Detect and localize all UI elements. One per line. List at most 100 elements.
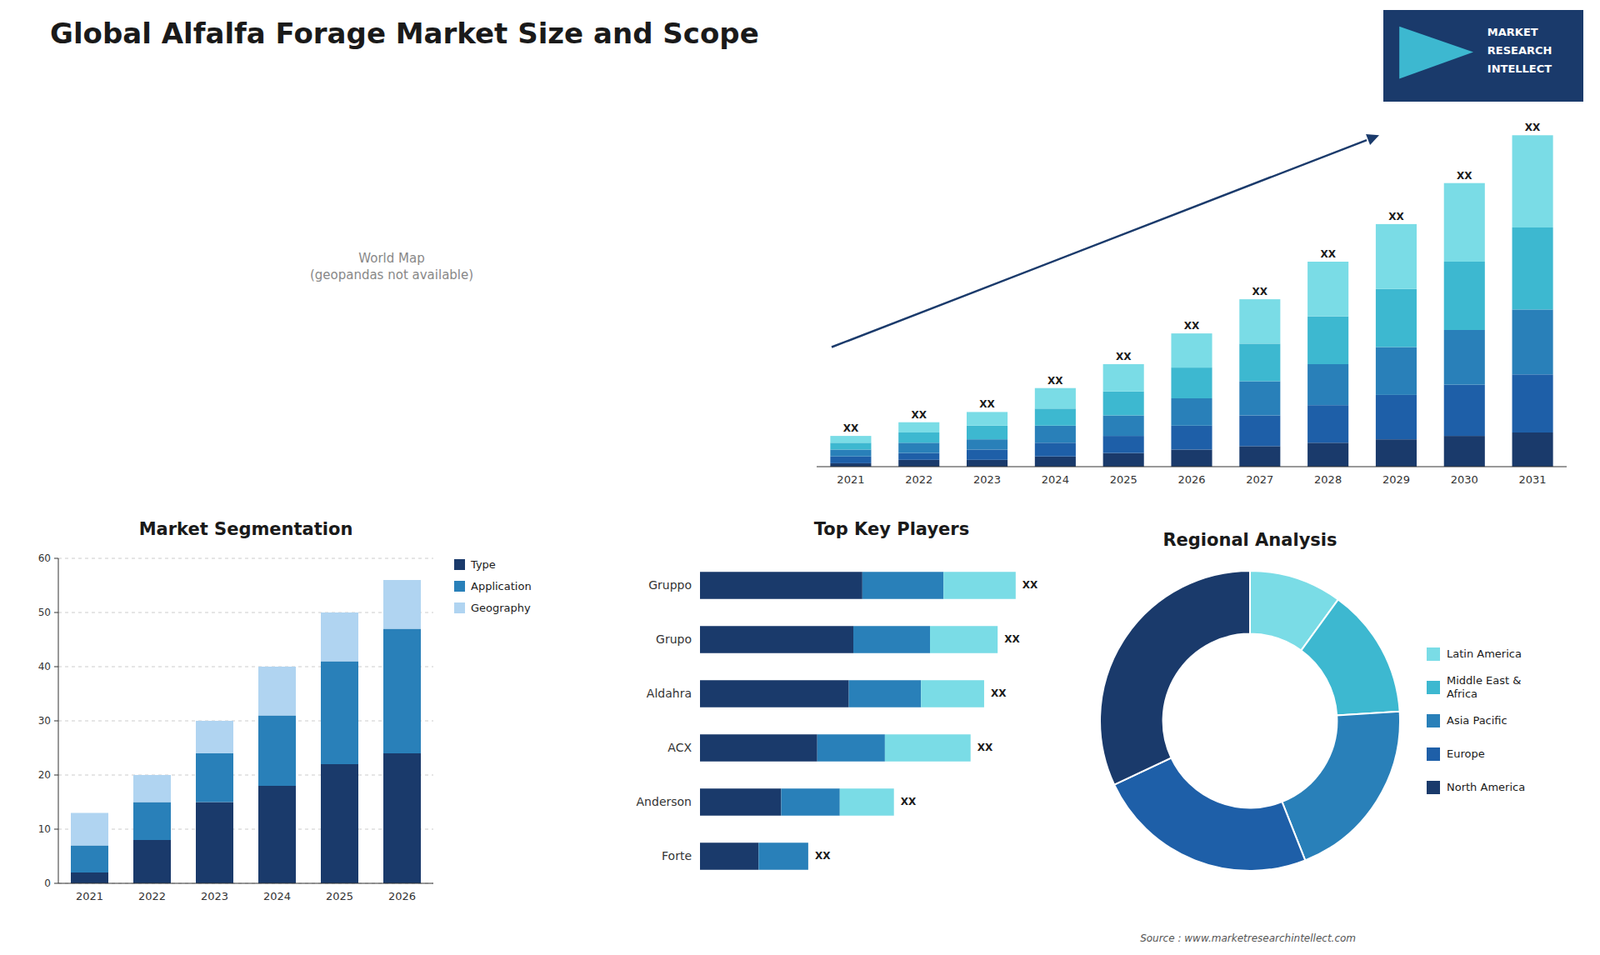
grid-line — [58, 558, 434, 560]
bar-segment — [1444, 261, 1485, 330]
legend-swatch — [1426, 647, 1440, 661]
bar-segment — [966, 425, 1008, 440]
x-axis — [816, 466, 1567, 468]
y-tick-label: Aldahra — [646, 686, 692, 700]
bar-segment — [920, 680, 985, 708]
legend-swatch — [1426, 714, 1440, 728]
x-tick-label: 2022 — [138, 890, 166, 903]
x-tick-label: 2030 — [1450, 473, 1479, 486]
y-tick-label: 10 — [38, 823, 51, 835]
background — [0, 0, 1600, 955]
total-label: XX — [900, 795, 917, 808]
bar-segment — [966, 439, 1008, 450]
text-line: North America — [1446, 780, 1525, 794]
y-tick — [54, 775, 59, 776]
bar-segment — [258, 666, 296, 716]
bar-segment — [1375, 439, 1417, 467]
bar-segment — [195, 720, 234, 754]
bar-segment — [1239, 415, 1280, 447]
bar-segment — [840, 788, 895, 816]
bar-segment — [898, 460, 940, 467]
text-line: Africa — [1446, 687, 1478, 700]
x-tick-label: 2021 — [836, 473, 865, 486]
y-tick-label: 20 — [38, 769, 51, 781]
bar-segment — [966, 411, 1008, 425]
bar-segment — [1239, 381, 1280, 416]
bar-segment — [700, 734, 818, 762]
plot-area — [70, 580, 421, 884]
bar-segment — [966, 450, 1008, 460]
total-label: XX — [1320, 248, 1336, 260]
legend-label: Type — [470, 558, 496, 571]
bar-segment — [1103, 435, 1145, 454]
chart-bar: 0102030405060202120222023202420252026Typ… — [38, 519, 532, 903]
map-placeholder: World Map(geopandas not available) — [310, 250, 474, 283]
y-tick — [54, 558, 59, 560]
x-tick-label: 2031 — [1519, 473, 1547, 486]
legend-swatch — [1426, 680, 1440, 695]
total-label: XX — [1525, 121, 1541, 134]
total-label: XX — [815, 850, 831, 862]
donut-slice — [1281, 711, 1400, 861]
bar-segment — [830, 450, 871, 457]
bar-segment — [898, 432, 940, 443]
bar-segment — [1035, 442, 1076, 456]
bar-segment — [1239, 299, 1280, 344]
legend-swatch — [1426, 780, 1440, 795]
bar-segment — [1512, 432, 1554, 467]
text-line: (geopandas not available) — [310, 267, 474, 283]
y-tick-label: 40 — [38, 660, 51, 673]
total-label: XX — [979, 398, 995, 410]
bar-segment — [1512, 374, 1554, 433]
logo-mark — [1399, 26, 1474, 80]
donut-slice — [1100, 570, 1250, 785]
bar-segment — [1307, 364, 1349, 405]
legend-swatch — [1426, 747, 1440, 761]
bar-segment — [1239, 445, 1280, 467]
bar-segment — [898, 453, 940, 460]
legend-label: Middle East &Africa — [1446, 674, 1521, 700]
text-line: World Map — [358, 250, 425, 266]
text-line: Asia Pacific — [1446, 714, 1508, 727]
total-label: XX — [1184, 320, 1200, 332]
bar-segment — [830, 435, 871, 443]
legend-label: Geography — [470, 601, 531, 615]
donut-slice — [1114, 757, 1305, 871]
trend-arrow — [831, 140, 1367, 347]
x-tick-label: 2023 — [200, 890, 229, 903]
chart-title: Top Key Players — [814, 519, 970, 540]
bar-segment — [258, 715, 296, 787]
chart-bar: 2021202220232024202520262027202820292030… — [816, 121, 1567, 486]
y-tick — [54, 612, 59, 614]
logo-box — [1383, 10, 1584, 102]
x-tick-label: 2022 — [905, 473, 933, 486]
bar-segment — [70, 845, 109, 874]
bar-segment — [700, 571, 863, 600]
total-label: XX — [843, 422, 860, 435]
legend-swatch — [454, 559, 465, 570]
bar-segment — [1170, 398, 1212, 426]
x-tick-label: 2025 — [1110, 473, 1138, 486]
y-tick-label: 0 — [44, 877, 51, 890]
bar-segment — [1103, 453, 1145, 467]
bar-segment — [258, 785, 296, 884]
donut-slice — [1300, 599, 1400, 715]
logo: MARKETRESEARCHINTELLECT — [1383, 10, 1584, 102]
legend-swatch — [454, 580, 465, 592]
bar-segment — [830, 456, 871, 464]
plot-area — [700, 571, 1016, 870]
y-tick-label: Anderson — [636, 795, 692, 809]
bar-segment — [320, 661, 359, 765]
total-label: XX — [1115, 350, 1132, 363]
bar-segment — [383, 753, 421, 884]
x-tick-label: 2023 — [973, 473, 1001, 486]
bar-segment — [758, 842, 809, 870]
legend-label: North America — [1446, 780, 1525, 794]
y-tick — [54, 720, 59, 722]
bar-segment — [1035, 388, 1076, 410]
x-tick-label: 2029 — [1382, 473, 1410, 486]
x-tick-label: 2026 — [1177, 473, 1205, 486]
x-tick-label: 2027 — [1245, 473, 1274, 486]
bar-segment — [133, 775, 171, 803]
total-label: XX — [910, 409, 927, 421]
